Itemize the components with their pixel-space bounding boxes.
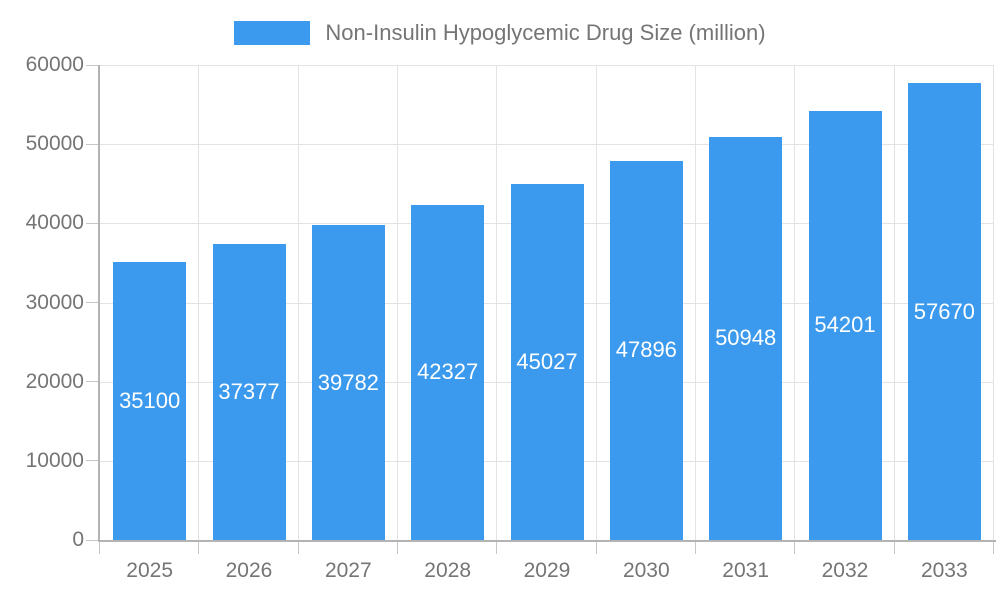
bar[interactable]: 45027 xyxy=(510,183,584,540)
y-axis-tick xyxy=(86,539,98,541)
h-gridline xyxy=(100,144,994,146)
x-tick-label: 2025 xyxy=(126,559,174,582)
bar-value-label: 37377 xyxy=(218,379,280,405)
x-axis-line xyxy=(98,540,996,542)
x-tick-label: 2032 xyxy=(821,559,869,582)
y-tick-label: 60000 xyxy=(25,53,84,76)
bar[interactable]: 57670 xyxy=(907,83,981,540)
v-gridline xyxy=(496,65,498,540)
y-axis-tick xyxy=(86,302,98,303)
y-axis-tick xyxy=(86,381,98,383)
x-tick-label: 2029 xyxy=(523,559,571,582)
x-axis-tick xyxy=(397,542,398,554)
h-gridline xyxy=(100,65,994,66)
x-axis-tick xyxy=(297,542,299,554)
v-gridline xyxy=(695,65,696,540)
v-gridline xyxy=(397,65,398,540)
x-tick-label: 2031 xyxy=(722,559,770,582)
y-axis-tick xyxy=(86,64,98,66)
y-tick-label: 30000 xyxy=(25,290,84,314)
x-axis-tick xyxy=(99,542,100,554)
v-gridline xyxy=(297,65,299,540)
x-axis-tick xyxy=(496,542,498,554)
bar[interactable]: 42327 xyxy=(411,204,485,540)
x-axis-tick xyxy=(993,542,994,554)
x-tick-label: 2027 xyxy=(324,559,372,582)
y-tick-label: 40000 xyxy=(25,211,84,235)
x-tick-label: 2033 xyxy=(920,559,968,582)
v-gridline xyxy=(595,65,597,540)
x-axis-tick xyxy=(595,542,597,554)
legend-label: Non-Insulin Hypoglycemic Drug Size (mill… xyxy=(325,20,766,45)
v-gridline xyxy=(993,65,994,540)
bar-value-label: 45027 xyxy=(516,348,578,374)
y-axis-tick xyxy=(86,460,98,462)
bar[interactable]: 50948 xyxy=(709,136,783,540)
y-tick-label: 0 xyxy=(72,528,84,551)
x-tick-label: 2028 xyxy=(424,559,472,582)
bar[interactable]: 37377 xyxy=(212,244,286,540)
y-axis-tick xyxy=(86,143,98,145)
bar[interactable]: 39782 xyxy=(311,225,385,540)
bar-value-label: 39782 xyxy=(317,369,379,395)
bar-value-label: 42327 xyxy=(417,359,479,385)
bar-value-label: 35100 xyxy=(119,388,181,414)
y-axis-tick xyxy=(86,222,98,224)
legend-item[interactable]: Non-Insulin Hypoglycemic Drug Size (mill… xyxy=(0,20,1000,46)
x-tick-label: 2026 xyxy=(225,559,273,582)
bar[interactable]: 35100 xyxy=(113,262,187,540)
bar[interactable]: 47896 xyxy=(609,160,683,540)
x-axis-tick xyxy=(893,542,895,554)
y-axis-line xyxy=(98,65,100,542)
bar-value-label: 47896 xyxy=(615,337,677,363)
x-axis-tick xyxy=(198,542,200,554)
bar[interactable]: 54201 xyxy=(808,110,882,540)
y-tick-label: 10000 xyxy=(25,448,84,472)
y-tick-label: 20000 xyxy=(25,369,84,393)
v-gridline xyxy=(893,65,895,540)
v-gridline xyxy=(794,65,796,540)
x-axis-tick xyxy=(794,542,796,554)
bar-value-label: 50948 xyxy=(715,325,777,351)
legend-swatch xyxy=(234,21,311,45)
x-axis-tick xyxy=(695,542,696,554)
bar-value-label: 54201 xyxy=(814,312,876,338)
plot-area: 0 10000 20000 30000 40000 50000 60000 35100 2025… xyxy=(26,53,996,582)
x-tick-label: 2030 xyxy=(622,559,670,582)
bar-value-label: 57670 xyxy=(913,298,975,324)
y-tick-label: 50000 xyxy=(25,132,84,156)
v-gridline xyxy=(198,65,200,540)
